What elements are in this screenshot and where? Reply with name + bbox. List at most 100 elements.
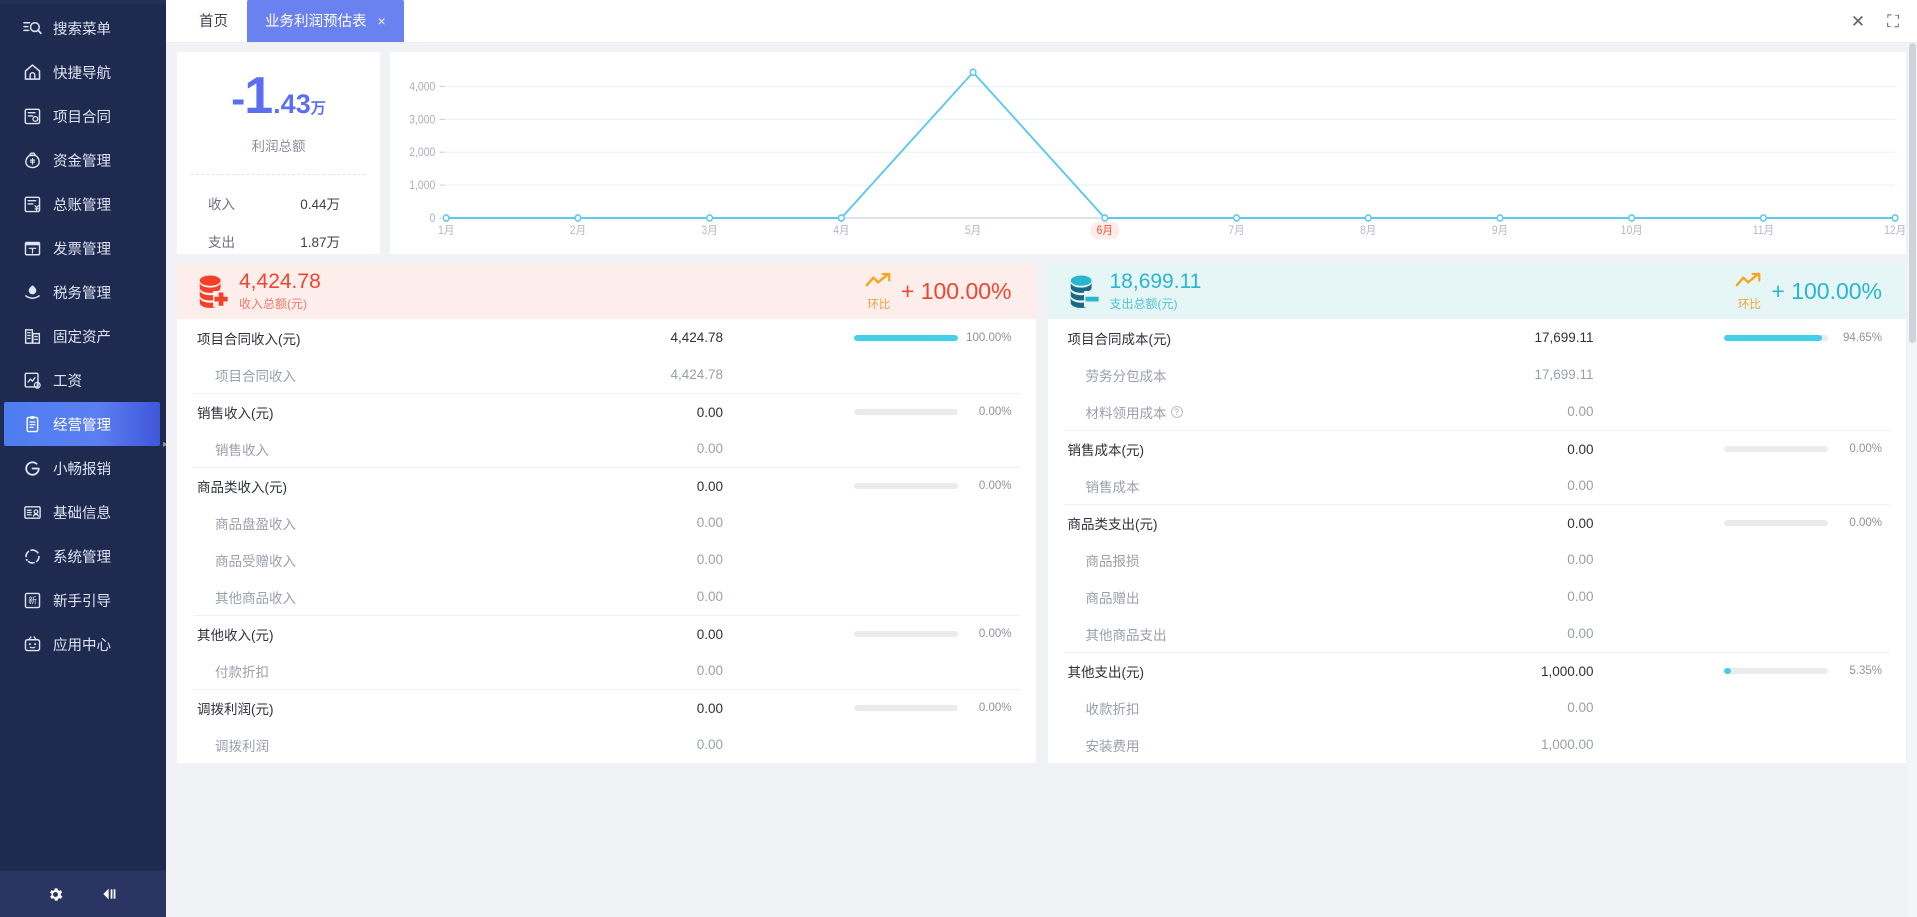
sidebar-item-label: 经营管理: [53, 417, 111, 434]
row-progress-cell: 0.00%: [1594, 443, 1891, 455]
chart-point[interactable]: [837, 214, 845, 222]
row-value: 0.00: [1567, 404, 1594, 419]
sidebar-item-1[interactable]: 快捷导航: [0, 50, 166, 94]
progress-bar: [1724, 520, 1828, 526]
sidebar-item-3[interactable]: 资金管理: [0, 138, 166, 182]
sidebar-item-7[interactable]: 固定资产: [0, 314, 166, 358]
expense-trend-value: + 100.00%: [1771, 278, 1882, 304]
tab-bar: 首页 业务利润预估表 × ✕ ⛶: [166, 0, 1917, 43]
content-scroll-area: -1.43万 利润总额 收入 0.44万 支出 1.87万 0 1,000 2,00…: [166, 43, 1917, 917]
chart-point[interactable]: [574, 214, 582, 222]
x-tick-label: 9月: [1492, 225, 1508, 238]
row-label-cell: 商品受赠收入: [193, 550, 493, 570]
row-label: 其他商品收入: [215, 590, 296, 606]
income-panel: 4,424.78 收入总额(元) 环比: [177, 264, 1036, 763]
help-icon[interactable]: ?: [1170, 405, 1183, 418]
newbie-icon: 新: [22, 590, 42, 610]
chart-point[interactable]: [1891, 214, 1899, 222]
progress-percent: 100.00%: [966, 331, 1012, 344]
sidebar-item-2[interactable]: 项目合同: [0, 94, 166, 138]
sidebar-item-8[interactable]: 工资: [0, 358, 166, 402]
progress-percent: 5.35%: [1849, 665, 1882, 677]
collapse-icon[interactable]: [101, 886, 119, 902]
row-value: 0.00: [1567, 515, 1594, 531]
reimburse-icon: [22, 458, 42, 478]
expense-header-main: 18,699.11 支出总额(元): [1109, 270, 1202, 312]
id-card-icon: [22, 502, 42, 522]
progress-bar: [1724, 446, 1828, 452]
sidebar-item-5[interactable]: 发票管理: [0, 226, 166, 270]
table-row: 商品报损 0.00: [1064, 541, 1891, 578]
sidebar-item-10[interactable]: 小畅报销: [0, 446, 166, 490]
chart-point[interactable]: [706, 214, 714, 222]
sidebar-menu: 搜索菜单 快捷导航 项目合同 资金管理 总账管理发票管理税务管理 固定资产 工资经营管理小畅…: [0, 4, 166, 871]
expense-total-label: 支出总额(元): [1109, 297, 1178, 312]
sidebar-item-12[interactable]: 系统管理: [0, 534, 166, 578]
table-row: 调拨利润 0.00: [193, 726, 1020, 763]
progress-percent: 0.00%: [1849, 517, 1882, 529]
sidebar-resize-handle[interactable]: ▸: [161, 436, 170, 452]
row-label-cell: 其他支出(元): [1064, 661, 1364, 681]
profit-trend-chart[interactable]: 0 1,000 2,000 3,000 4,000 1月 2月 3月 4月 5月 6月 7月 8月 9月 1…: [390, 52, 1906, 254]
chart-point[interactable]: [1496, 214, 1504, 222]
profit-trend-chart-card: 0 1,000 2,000 3,000 4,000 1月 2月 3月 4月 5月 6月 7月 8月 9月 1…: [390, 52, 1906, 254]
sidebar-item-11[interactable]: 基础信息: [0, 490, 166, 534]
x-tick-label: 3月: [702, 225, 718, 238]
chart-point[interactable]: [969, 68, 977, 77]
summary-divider: [191, 174, 366, 175]
bottom-row: 4,424.78 收入总额(元) 环比: [166, 254, 1917, 763]
table-row: 商品盘盈收入 0.00: [193, 504, 1020, 541]
chart-point[interactable]: [1101, 214, 1109, 222]
chart-point[interactable]: [1628, 214, 1636, 222]
income-total-amount: 4,424.78: [239, 269, 321, 293]
row-value: 4,424.78: [670, 330, 723, 345]
chart-point[interactable]: [1759, 214, 1767, 222]
ledger-icon: [22, 194, 42, 214]
chart-point[interactable]: [1364, 214, 1372, 222]
tab-1[interactable]: 业务利润预估表 ×: [247, 0, 404, 42]
app-center-icon: [22, 634, 42, 654]
gear-icon[interactable]: [47, 886, 64, 903]
sidebar-item-6[interactable]: 税务管理: [0, 270, 166, 314]
row-value: 1,000.00: [1540, 663, 1594, 679]
close-window-button[interactable]: ✕: [1850, 12, 1866, 31]
tab-close-icon[interactable]: ×: [377, 12, 386, 29]
row-label-cell: 销售收入: [193, 439, 493, 459]
sidebar: 搜索菜单 快捷导航 项目合同 资金管理 总账管理发票管理税务管理 固定资产 工资经营管理小畅…: [0, 0, 168, 917]
sidebar-item-9[interactable]: 经营管理: [4, 402, 160, 446]
income-total-label: 收入总额(元): [239, 297, 307, 312]
table-row: 项目合同收入(元) 4,424.78 100.00%: [193, 319, 1020, 356]
money-bag-icon: [22, 150, 42, 170]
row-label: 其他收入(元): [197, 628, 274, 643]
x-tick-label: 2月: [570, 225, 586, 238]
row-label: 项目合同收入: [215, 368, 296, 384]
row-value: 0.00: [1567, 478, 1594, 493]
sidebar-item-label: 发票管理: [53, 241, 111, 258]
row-label: 调拨利润(元): [197, 702, 274, 717]
row-value: 0.00: [696, 515, 723, 530]
table-row: 劳务分包成本 17,699.11: [1064, 356, 1891, 393]
chart-point[interactable]: [442, 214, 450, 222]
expense-row-list: 项目合同成本(元) 17,699.11 94.65% 劳务分包成本 17,699.11 材…: [1048, 319, 1907, 763]
income-row-list: 项目合同收入(元) 4,424.78 100.00% 项目合同收入 4,424.78 销售…: [177, 319, 1036, 763]
fullscreen-button[interactable]: ⛶: [1887, 12, 1899, 31]
y-tick-label: 4,000: [409, 81, 435, 94]
sidebar-item-14[interactable]: 应用中心: [0, 622, 166, 666]
expense-trend-block: 环比: [1735, 271, 1763, 312]
income-trend: 环比 + 100.00%: [865, 271, 1012, 312]
row-progress-cell: 5.35%: [1594, 665, 1891, 677]
expense-panel: 18,699.11 支出总额(元) 环比: [1047, 264, 1907, 763]
payroll-icon: [22, 370, 42, 390]
page-scrollbar[interactable]: [1908, 43, 1917, 917]
table-row: 收款折扣 0.00: [1064, 689, 1891, 726]
tab-0[interactable]: 首页: [180, 0, 247, 42]
x-tick-label: 6月: [1097, 225, 1113, 238]
chart-point[interactable]: [1232, 214, 1241, 222]
trend-up-icon: [865, 271, 893, 295]
row-label: 销售成本: [1085, 479, 1140, 495]
sidebar-item-4[interactable]: 总账管理: [0, 182, 166, 226]
table-row: 销售收入 0.00: [193, 430, 1020, 467]
sidebar-item-13[interactable]: 新 新手引导: [0, 578, 166, 622]
sidebar-item-0[interactable]: 搜索菜单: [0, 6, 166, 50]
page-scrollbar-thumb[interactable]: [1909, 43, 1916, 343]
